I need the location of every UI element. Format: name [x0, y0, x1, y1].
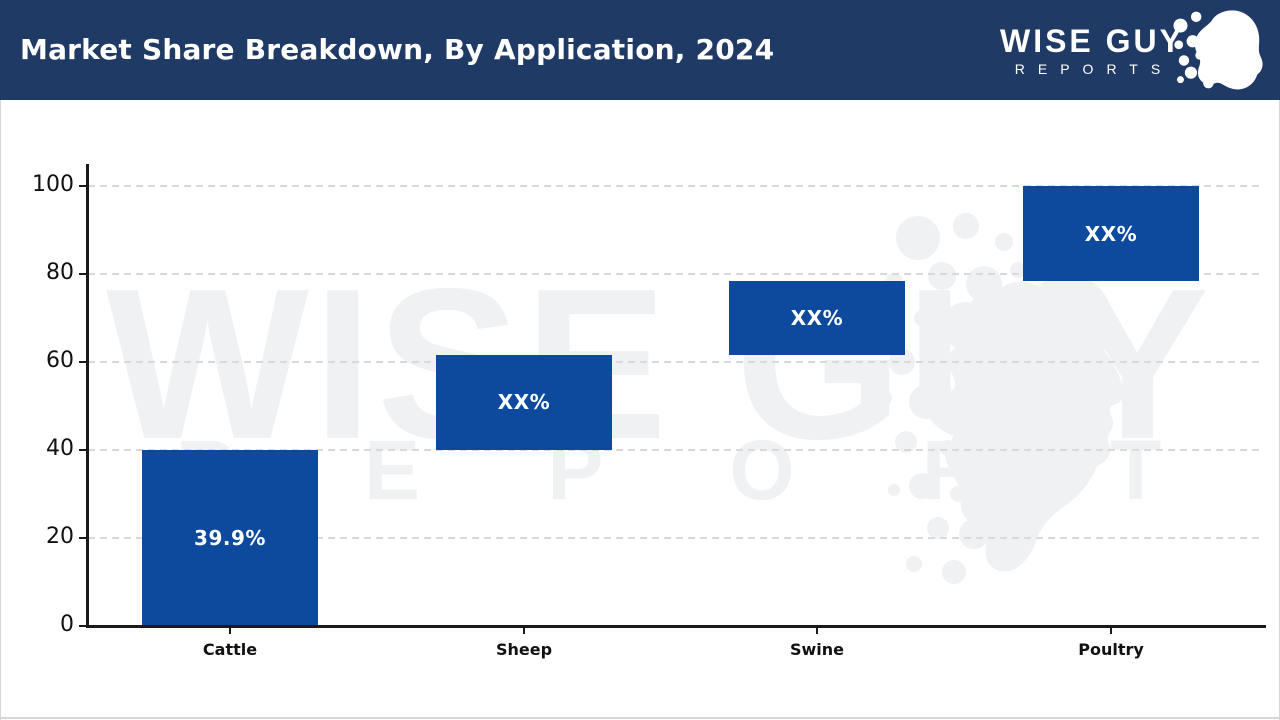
bar-value-label-swine: XX% — [790, 305, 844, 330]
y-axis-spine — [86, 164, 89, 628]
y-tick-label-0: 0 — [60, 612, 74, 637]
x-tick-poultry — [1110, 627, 1112, 634]
y-tick-100 — [79, 185, 87, 187]
bar-cattle: 39.9% — [142, 450, 318, 626]
x-label-swine: Swine — [789, 640, 845, 659]
x-tick-cattle — [229, 627, 231, 634]
x-tick-swine — [816, 627, 818, 634]
y-tick-label-60: 60 — [46, 348, 74, 373]
y-tick-label-100: 100 — [32, 172, 74, 197]
x-label-sheep: Sheep — [495, 640, 553, 659]
gridline-40 — [88, 449, 1264, 451]
x-label-cattle: Cattle — [202, 640, 258, 659]
y-tick-40 — [79, 449, 87, 451]
bar-swine: XX% — [729, 281, 905, 355]
page-border-bottom — [0, 717, 1280, 719]
gridline-60 — [88, 361, 1264, 363]
logo-wordmark: WISE GUY — [999, 22, 1184, 59]
gridline-20 — [88, 537, 1264, 539]
gridline-80 — [88, 273, 1264, 275]
wise-guy-reports-logo: WISE GUY REPORTS — [1000, 6, 1266, 94]
bar-poultry: XX% — [1023, 186, 1199, 282]
page-title: Market Share Breakdown, By Application, … — [20, 33, 775, 66]
y-tick-20 — [79, 537, 87, 539]
logo-subtext: REPORTS — [1014, 60, 1174, 77]
y-tick-label-20: 20 — [46, 524, 74, 549]
header-bar: Market Share Breakdown, By Application, … — [0, 0, 1280, 100]
y-tick-60 — [79, 361, 87, 363]
gridline-100 — [88, 185, 1264, 187]
y-tick-0 — [79, 625, 87, 627]
page-border-left — [0, 100, 1, 720]
y-tick-label-80: 80 — [46, 260, 74, 285]
x-axis-spine — [86, 625, 1266, 628]
bar-value-label-sheep: XX% — [497, 390, 551, 415]
x-tick-sheep — [523, 627, 525, 634]
bar-sheep: XX% — [436, 354, 612, 451]
bar-value-label-poultry: XX% — [1084, 221, 1138, 246]
logo-face-icon — [1173, 10, 1263, 90]
bar-value-label-cattle: 39.9% — [194, 526, 266, 551]
x-label-poultry: Poultry — [1078, 640, 1144, 659]
logo-text: WISE GUY REPORTS — [1000, 25, 1184, 76]
y-tick-80 — [79, 273, 87, 275]
y-tick-label-40: 40 — [46, 436, 74, 461]
